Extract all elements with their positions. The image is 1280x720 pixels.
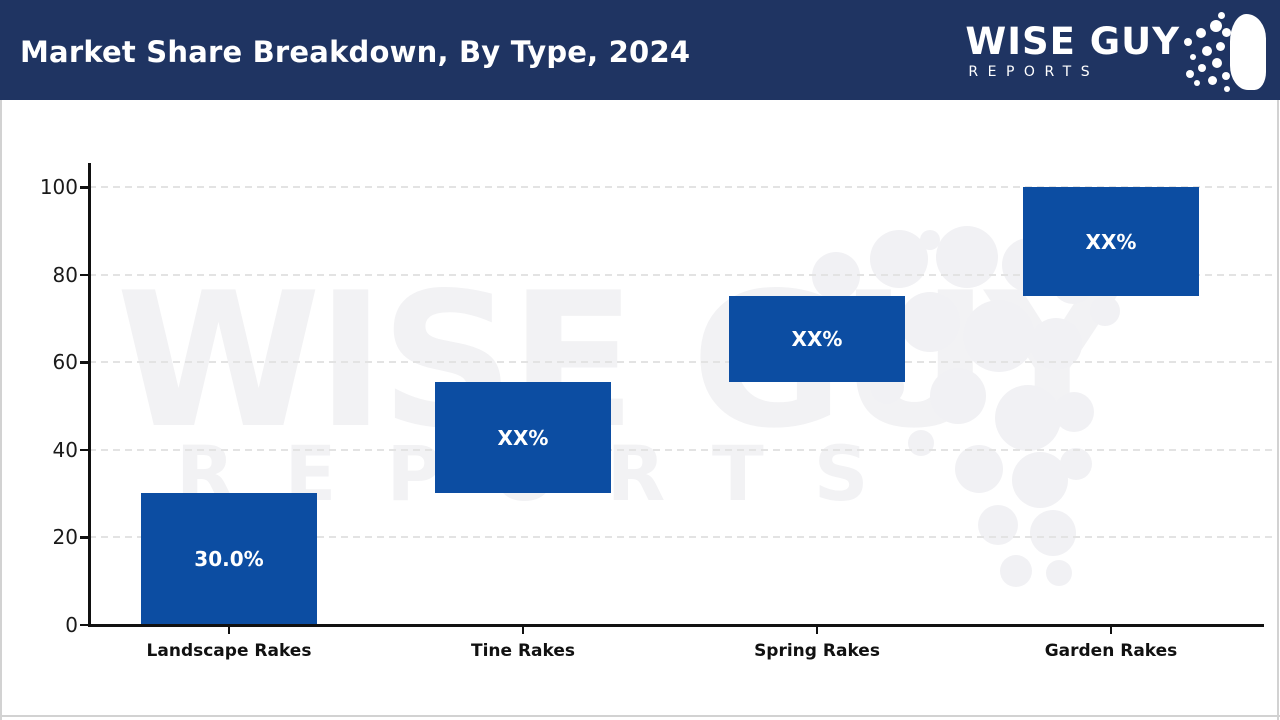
watermark-face-dot: [1060, 448, 1092, 480]
logo-face-dot: [1198, 64, 1206, 72]
card-border-bottom: [0, 715, 1280, 717]
logo-face-dot: [1184, 38, 1192, 46]
watermark-face-dot: [978, 505, 1018, 545]
logo-face-dot: [1190, 54, 1196, 60]
logo-face-dot: [1210, 20, 1222, 32]
watermark-face-dot: [955, 445, 1003, 493]
watermark-face-dot: [1030, 510, 1076, 556]
logo-face-dot: [1216, 42, 1225, 51]
logo-face-dot: [1196, 28, 1206, 38]
y-tick: [80, 536, 88, 539]
watermark-face-dot: [908, 430, 934, 456]
category-label: Garden Rakes: [1044, 641, 1178, 661]
watermark-face-dot: [1012, 452, 1068, 508]
y-tick: [80, 273, 88, 277]
y-tick-label: 0: [65, 612, 78, 637]
y-axis-spine: [88, 163, 91, 627]
category-label: Spring Rakes: [754, 641, 880, 661]
gridline: [89, 448, 1277, 451]
y-tick: [80, 448, 88, 452]
watermark-face-dot: [900, 292, 960, 352]
watermark-face-dot: [1000, 555, 1032, 587]
bar: XX%: [729, 296, 905, 382]
y-tick: [80, 186, 88, 189]
watermark-face-dot: [1054, 392, 1094, 432]
y-tick: [80, 623, 88, 626]
watermark-face-dot: [1046, 560, 1072, 586]
logo-face-dot: [1212, 58, 1222, 68]
category-label: Tine Rakes: [470, 641, 576, 661]
header-bar: Market Share Breakdown, By Type, 2024 WI…: [0, 0, 1280, 100]
logo-face-icon: [1182, 10, 1268, 94]
bar: XX%: [1023, 187, 1199, 297]
logo-text: WISE GUY REPORTS: [965, 20, 1180, 80]
logo-wordmark: WISE GUY: [965, 20, 1180, 63]
logo-face-dot: [1186, 70, 1194, 78]
watermark-face-dot: [936, 226, 998, 288]
bar-value-label: XX%: [497, 425, 549, 450]
watermark-face-dot: [1090, 296, 1120, 326]
x-tick: [521, 626, 525, 634]
logo-face-dot: [1224, 86, 1230, 92]
logo-face-dot: [1218, 12, 1225, 19]
card-border-right: [1277, 100, 1279, 720]
x-tick: [1109, 626, 1113, 634]
logo-face-dot: [1194, 80, 1200, 86]
bar: XX%: [435, 381, 611, 494]
watermark-face-dot: [963, 300, 1035, 372]
bar-value-label: 30.0%: [194, 546, 264, 571]
bar: 30.0%: [141, 493, 317, 625]
logo-face-dot: [1222, 72, 1230, 80]
category-label: Landscape Rakes: [146, 641, 312, 661]
y-tick-label: 60: [52, 350, 78, 375]
watermark-face-dot: [930, 368, 986, 424]
y-tick: [80, 361, 88, 364]
logo-face-dot: [1202, 46, 1212, 56]
x-tick: [227, 626, 231, 634]
gridline: [89, 186, 1277, 189]
watermark-face-dot: [920, 230, 940, 250]
logo-subtitle: REPORTS: [968, 63, 1100, 80]
gridline: [89, 536, 1277, 539]
bar-value-label: XX%: [1085, 229, 1137, 254]
gridline: [89, 361, 1277, 364]
head-silhouette-icon: [1230, 14, 1266, 90]
x-axis-spine: [88, 624, 1264, 627]
chart-title: Market Share Breakdown, By Type, 2024: [20, 35, 691, 69]
wiseguy-logo: WISE GUY REPORTS: [965, 8, 1270, 94]
watermark-face-dot: [812, 252, 860, 300]
watermark-face-dot: [995, 385, 1061, 451]
chart-area: WISE GUY REPORTS 02040608010030.0%Landsc…: [0, 100, 1280, 720]
bar-value-label: XX%: [791, 327, 843, 352]
y-tick-label: 40: [52, 437, 78, 462]
gridline: [89, 273, 1277, 276]
x-tick: [815, 626, 819, 634]
card-border-left: [0, 100, 2, 720]
logo-face-dot: [1208, 76, 1217, 85]
watermark-face-dot: [870, 230, 928, 288]
y-tick-label: 100: [39, 175, 78, 200]
y-tick-label: 20: [52, 525, 78, 550]
y-tick-label: 80: [52, 262, 78, 287]
logo-face-dot: [1222, 28, 1231, 37]
